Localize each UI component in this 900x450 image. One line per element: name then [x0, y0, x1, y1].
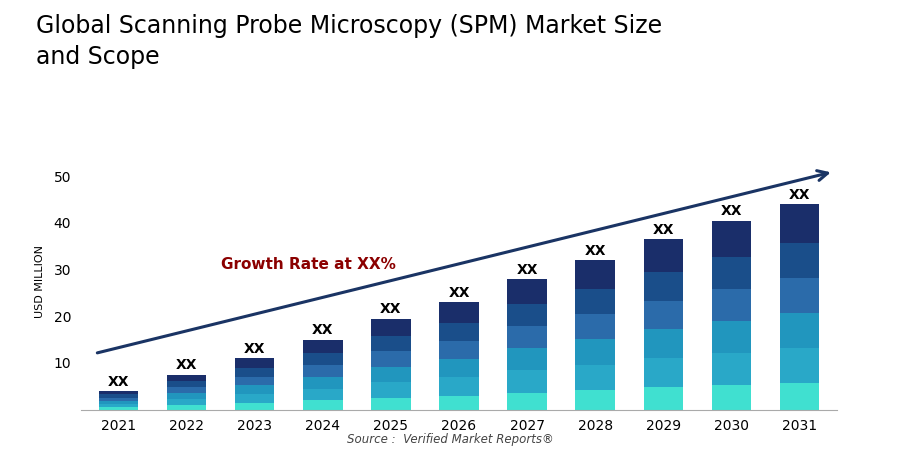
Bar — [779, 313, 819, 348]
Bar — [371, 319, 410, 336]
Bar — [508, 392, 547, 410]
Bar — [712, 385, 751, 410]
Bar — [303, 388, 343, 401]
Text: XX: XX — [721, 204, 742, 218]
Bar — [166, 374, 206, 381]
Bar — [303, 365, 343, 377]
Bar — [439, 341, 479, 359]
Bar — [303, 340, 343, 353]
Bar — [439, 377, 479, 396]
Text: XX: XX — [108, 374, 130, 388]
Bar — [235, 358, 274, 368]
Bar — [508, 304, 547, 326]
Bar — [439, 359, 479, 377]
Bar — [235, 403, 274, 410]
Bar — [508, 326, 547, 348]
Bar — [371, 398, 410, 410]
Bar — [508, 279, 547, 304]
Bar — [371, 336, 410, 351]
Bar — [575, 390, 615, 410]
Bar — [99, 407, 139, 410]
Text: Growth Rate at XX%: Growth Rate at XX% — [220, 257, 395, 272]
Bar — [303, 353, 343, 365]
Bar — [235, 377, 274, 385]
Bar — [779, 278, 819, 313]
Text: XX: XX — [788, 188, 810, 202]
Bar — [371, 382, 410, 398]
Bar — [644, 387, 683, 410]
Bar — [779, 204, 819, 243]
Text: XX: XX — [448, 286, 470, 300]
Bar — [235, 385, 274, 394]
Bar — [712, 256, 751, 288]
Bar — [439, 302, 479, 323]
Bar — [644, 301, 683, 329]
Bar — [166, 381, 206, 387]
Bar — [575, 288, 615, 314]
Bar — [712, 288, 751, 321]
Bar — [779, 348, 819, 383]
Bar — [644, 329, 683, 359]
Bar — [712, 220, 751, 256]
Bar — [439, 396, 479, 410]
Bar — [166, 393, 206, 399]
Bar — [303, 400, 343, 410]
Bar — [575, 365, 615, 390]
Bar — [779, 383, 819, 410]
Text: XX: XX — [584, 244, 606, 258]
Text: Global Scanning Probe Microscopy (SPM) Market Size
and Scope: Global Scanning Probe Microscopy (SPM) M… — [36, 14, 662, 69]
Text: XX: XX — [517, 263, 538, 277]
Bar — [166, 387, 206, 393]
Bar — [508, 370, 547, 392]
Bar — [99, 404, 139, 407]
Bar — [99, 394, 139, 397]
Bar — [644, 239, 683, 272]
Bar — [508, 348, 547, 370]
Bar — [439, 323, 479, 341]
Text: XX: XX — [176, 358, 197, 372]
Bar — [99, 401, 139, 404]
Text: XX: XX — [380, 302, 401, 316]
Bar — [644, 272, 683, 301]
Bar — [575, 339, 615, 365]
Bar — [371, 367, 410, 382]
Y-axis label: USD MILLION: USD MILLION — [35, 245, 45, 318]
Text: XX: XX — [652, 223, 674, 237]
Bar — [575, 260, 615, 288]
Bar — [644, 359, 683, 387]
Text: Source :  Verified Market Reports®: Source : Verified Market Reports® — [346, 432, 554, 446]
Bar — [166, 405, 206, 410]
Bar — [99, 391, 139, 394]
Bar — [712, 321, 751, 353]
Bar — [779, 243, 819, 278]
Text: XX: XX — [312, 323, 334, 337]
Bar — [235, 394, 274, 403]
Text: XX: XX — [244, 342, 266, 356]
Bar — [575, 314, 615, 339]
Bar — [712, 353, 751, 385]
Bar — [166, 399, 206, 405]
Bar — [371, 351, 410, 367]
Bar — [303, 377, 343, 388]
Bar — [235, 368, 274, 377]
Bar — [99, 397, 139, 401]
